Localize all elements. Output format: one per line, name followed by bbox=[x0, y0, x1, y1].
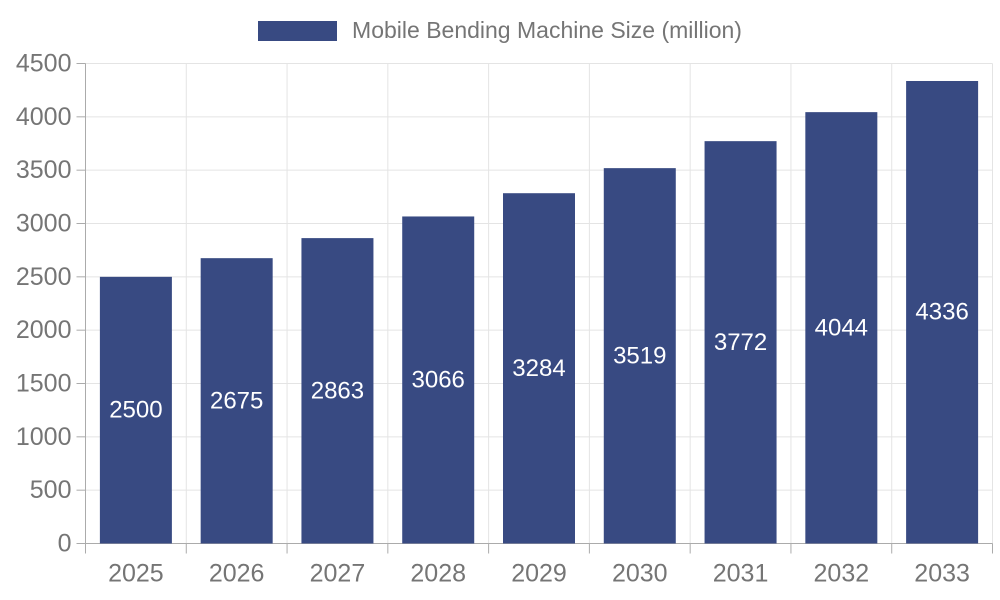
bar-2026[interactable] bbox=[200, 258, 273, 544]
bar-2030[interactable] bbox=[603, 168, 676, 544]
y-tick-label: 3000 bbox=[16, 210, 72, 238]
bar-2031[interactable] bbox=[704, 141, 777, 544]
bar-2032[interactable] bbox=[805, 112, 878, 544]
y-tick-label: 4500 bbox=[16, 50, 72, 78]
bar-value-label: 3772 bbox=[714, 329, 767, 356]
y-tick-label: 1500 bbox=[16, 370, 72, 398]
x-tick-label: 2029 bbox=[511, 560, 567, 588]
bar-value-label: 4336 bbox=[915, 299, 968, 326]
y-tick-label: 2500 bbox=[16, 263, 72, 291]
bar-2025[interactable] bbox=[99, 276, 172, 544]
bar-value-label: 3519 bbox=[613, 342, 666, 369]
x-tick-label: 2031 bbox=[713, 560, 769, 588]
legend-label: Mobile Bending Machine Size (million) bbox=[352, 17, 742, 43]
bar-value-label: 3284 bbox=[512, 355, 565, 382]
legend-item[interactable]: Mobile Bending Machine Size (million) bbox=[0, 17, 1000, 44]
y-tick-label: 2000 bbox=[16, 316, 72, 344]
x-tick-label: 2027 bbox=[310, 560, 366, 588]
y-tick-label: 0 bbox=[58, 530, 72, 558]
bar-value-label: 2863 bbox=[311, 377, 364, 404]
legend-swatch bbox=[258, 20, 338, 41]
bar-value-label: 4044 bbox=[815, 314, 868, 341]
y-tick-label: 500 bbox=[30, 476, 72, 504]
bar-2029[interactable] bbox=[503, 193, 575, 544]
x-tick-label: 2028 bbox=[410, 560, 466, 588]
bar-value-label: 2500 bbox=[109, 397, 162, 424]
bar-2033[interactable] bbox=[906, 80, 979, 544]
y-tick-label: 1000 bbox=[16, 423, 72, 451]
x-tick-label: 2030 bbox=[612, 560, 668, 588]
x-tick-label: 2025 bbox=[108, 560, 164, 588]
y-tick-label: 4000 bbox=[16, 103, 72, 131]
bar-2027[interactable] bbox=[301, 238, 374, 544]
bar-value-label: 3066 bbox=[412, 366, 465, 393]
x-tick-label: 2033 bbox=[914, 560, 970, 588]
bar-value-label: 2675 bbox=[210, 387, 263, 414]
bar-2028[interactable] bbox=[402, 216, 475, 544]
x-tick-label: 2026 bbox=[209, 560, 265, 588]
x-tick-label: 2032 bbox=[814, 560, 870, 588]
y-tick-label: 3500 bbox=[16, 156, 72, 184]
